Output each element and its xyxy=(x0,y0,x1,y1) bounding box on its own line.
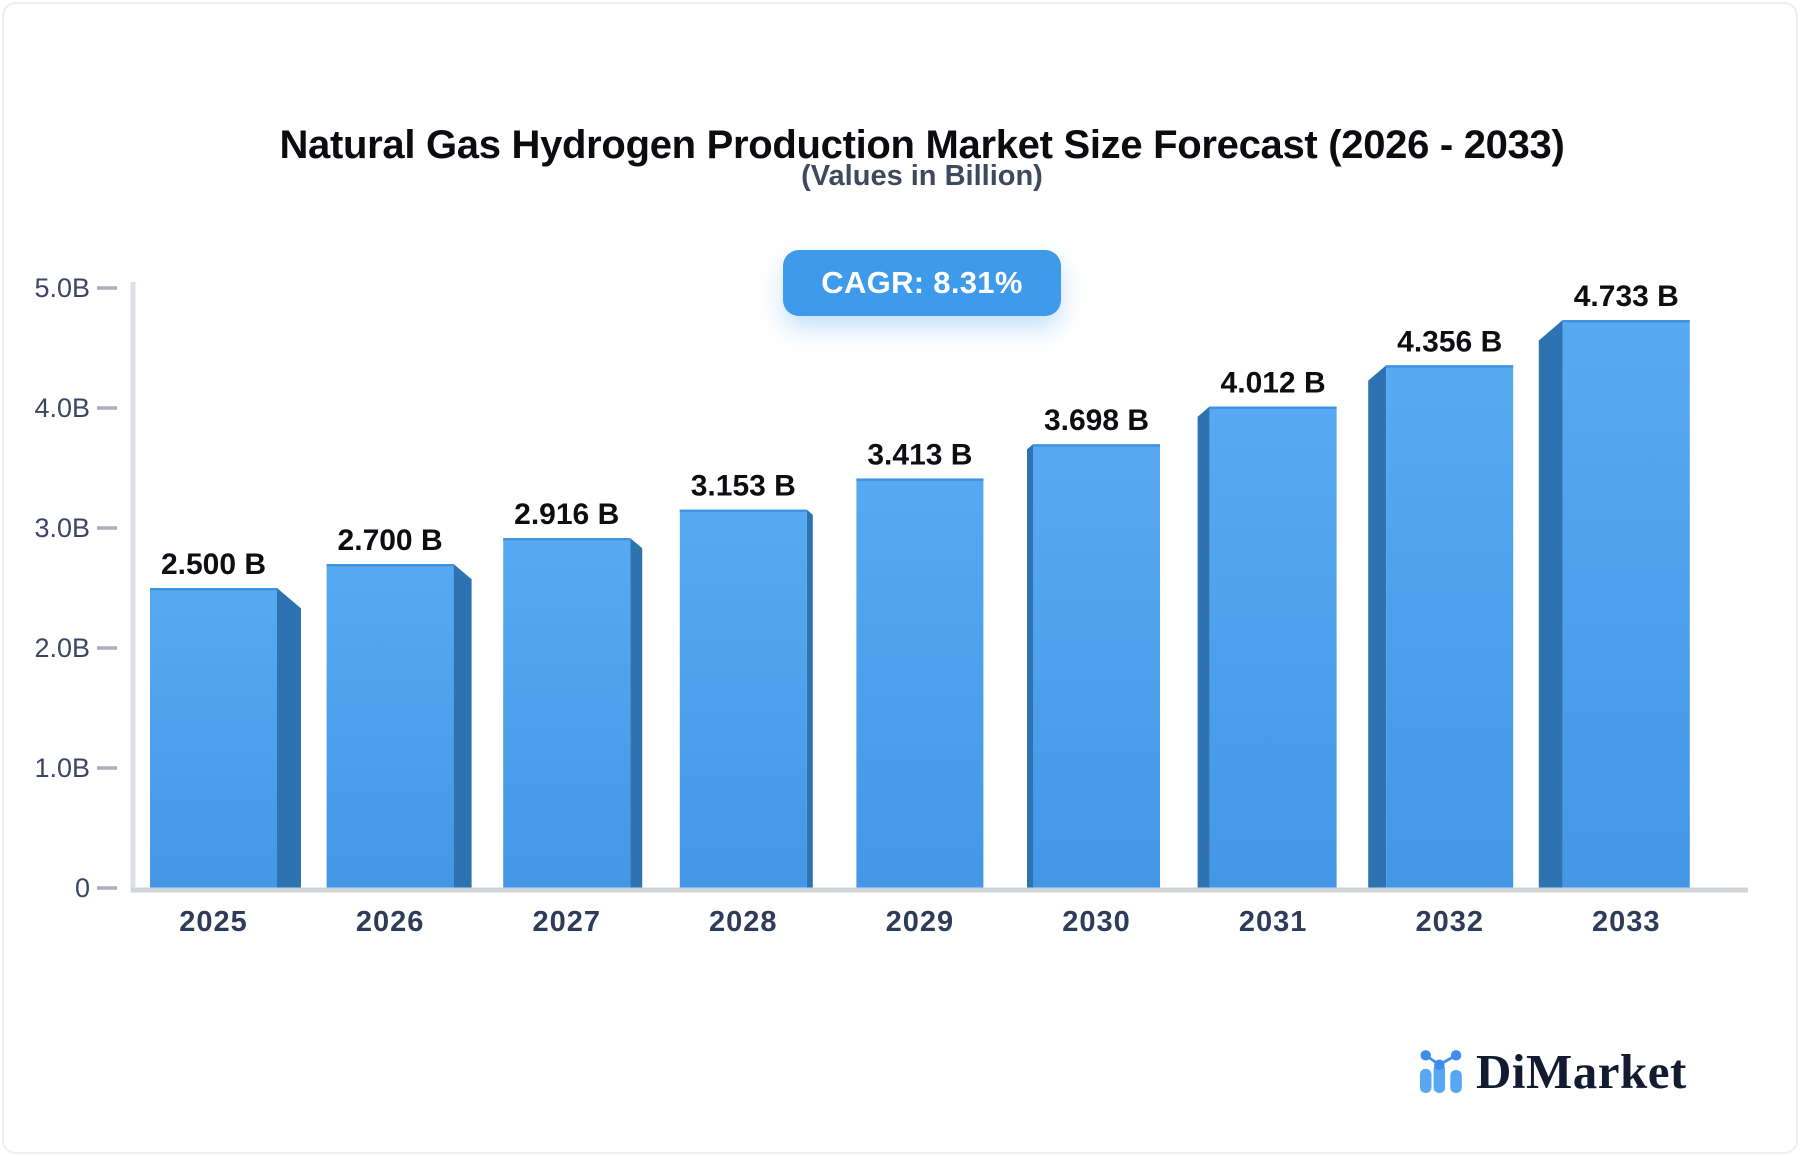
bar-group-2030: 3.698 B 2030 xyxy=(1027,404,1160,938)
bar-group-2033: 4.733 B 2033 xyxy=(1538,280,1690,938)
y-tick-label: 1.0B xyxy=(34,753,90,783)
bar-side-face xyxy=(630,538,643,888)
bar-side-face xyxy=(1538,320,1563,888)
x-category-label: 2025 xyxy=(179,906,248,938)
bar-side-face xyxy=(806,509,813,888)
bar-front-face xyxy=(1209,406,1337,888)
bar-front-face xyxy=(1562,320,1690,888)
y-tick-label: 2.0B xyxy=(34,633,90,663)
bar-value-label: 4.733 B xyxy=(1574,280,1679,313)
dimarket-logo-text: DiMarket xyxy=(1476,1044,1687,1099)
bar-front-face xyxy=(326,564,454,888)
bar-front-face xyxy=(856,478,984,888)
bar-value-label: 3.413 B xyxy=(867,438,972,471)
x-category-label: 2030 xyxy=(1062,906,1131,938)
x-category-label: 2028 xyxy=(709,906,778,938)
y-tick-label: 5.0B xyxy=(34,273,90,303)
x-category-label: 2031 xyxy=(1239,906,1308,938)
x-category-label: 2029 xyxy=(886,906,955,938)
dimarket-logo: DiMarket xyxy=(1420,1040,1687,1096)
bar-side-face xyxy=(1027,444,1033,888)
y-tick-label: 4.0B xyxy=(34,393,90,423)
cagr-badge: CAGR: 8.31% xyxy=(783,250,1061,316)
bar-side-face xyxy=(1197,406,1210,888)
bar-value-label: 2.700 B xyxy=(338,524,443,557)
bar-value-label: 2.500 B xyxy=(161,548,266,581)
x-category-label: 2033 xyxy=(1592,906,1661,938)
bar-value-label: 3.153 B xyxy=(691,470,796,503)
dimarket-logo-icon xyxy=(1420,1050,1462,1093)
bar-value-label: 4.356 B xyxy=(1397,325,1502,358)
bar-value-label: 2.916 B xyxy=(514,498,619,531)
bar-group-2032: 4.356 B 2032 xyxy=(1368,325,1514,938)
y-tick-label: 0 xyxy=(75,873,90,903)
bar-front-face xyxy=(1386,365,1514,888)
x-category-label: 2027 xyxy=(532,906,601,938)
bar-side-face xyxy=(277,588,301,888)
bar-group-2028: 3.153 B 2028 xyxy=(679,470,813,938)
bar-front-face xyxy=(1033,444,1160,888)
y-tick-label: 3.0B xyxy=(34,513,90,543)
bar-group-2031: 4.012 B 2031 xyxy=(1197,367,1337,938)
bar-group-2026: 2.700 B 2026 xyxy=(326,524,472,938)
bar-value-label: 3.698 B xyxy=(1044,404,1149,437)
bar-group-2027: 2.916 B 2027 xyxy=(503,498,643,938)
bar-front-face xyxy=(150,588,277,888)
x-category-label: 2026 xyxy=(356,906,425,938)
bar-side-face xyxy=(1368,365,1387,888)
x-category-label: 2032 xyxy=(1415,906,1484,938)
chart-subtitle: (Values in Billion) xyxy=(801,160,1043,192)
bar-side-face xyxy=(453,564,472,888)
bar-front-face xyxy=(503,538,631,888)
bar-group-2029: 3.413 B 2029 xyxy=(856,438,984,938)
bar-front-face xyxy=(679,509,807,888)
bar-value-label: 4.012 B xyxy=(1221,367,1326,400)
chart-title: Natural Gas Hydrogen Production Market S… xyxy=(279,122,1565,167)
bar-group-2025: 2.500 B 2025 xyxy=(150,548,301,938)
cagr-badge-row: CAGR: 8.31% xyxy=(44,250,1800,316)
